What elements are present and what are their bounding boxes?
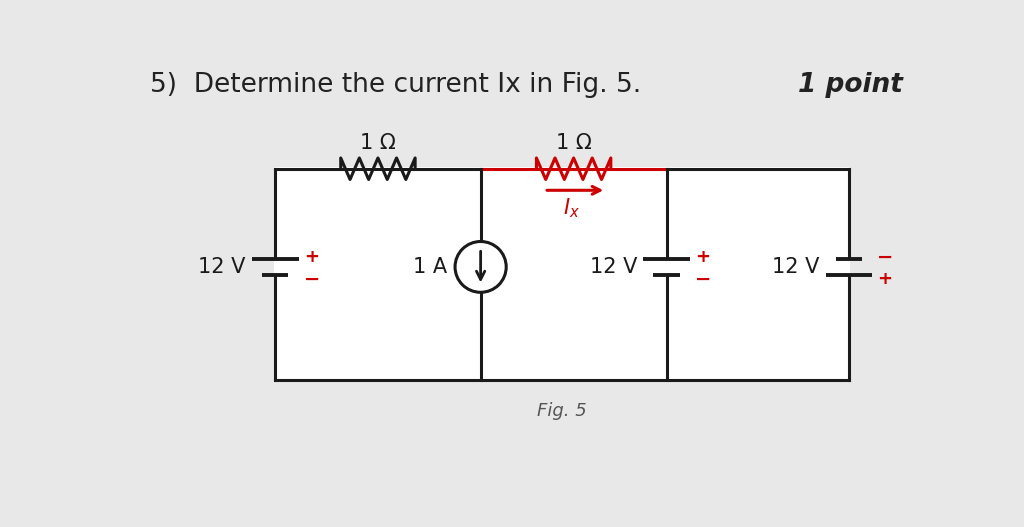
Text: −: − — [695, 270, 712, 289]
Text: −: − — [878, 247, 894, 266]
Text: 1 Ω: 1 Ω — [360, 133, 396, 153]
Text: 5)  Determine the current Ix in Fig. 5.: 5) Determine the current Ix in Fig. 5. — [150, 73, 641, 99]
Text: 1 A: 1 A — [413, 257, 447, 277]
Text: 1 point: 1 point — [798, 73, 903, 99]
Text: +: + — [304, 248, 318, 266]
Text: 12 V: 12 V — [199, 257, 246, 277]
FancyBboxPatch shape — [273, 167, 850, 382]
Text: 12 V: 12 V — [590, 257, 637, 277]
Text: +: + — [695, 248, 711, 266]
Text: 12 V: 12 V — [772, 257, 819, 277]
Text: Fig. 5: Fig. 5 — [538, 402, 587, 420]
Text: −: − — [304, 270, 321, 289]
Text: 1 Ω: 1 Ω — [556, 133, 592, 153]
Text: $I_x$: $I_x$ — [563, 197, 580, 220]
Text: +: + — [878, 270, 893, 288]
